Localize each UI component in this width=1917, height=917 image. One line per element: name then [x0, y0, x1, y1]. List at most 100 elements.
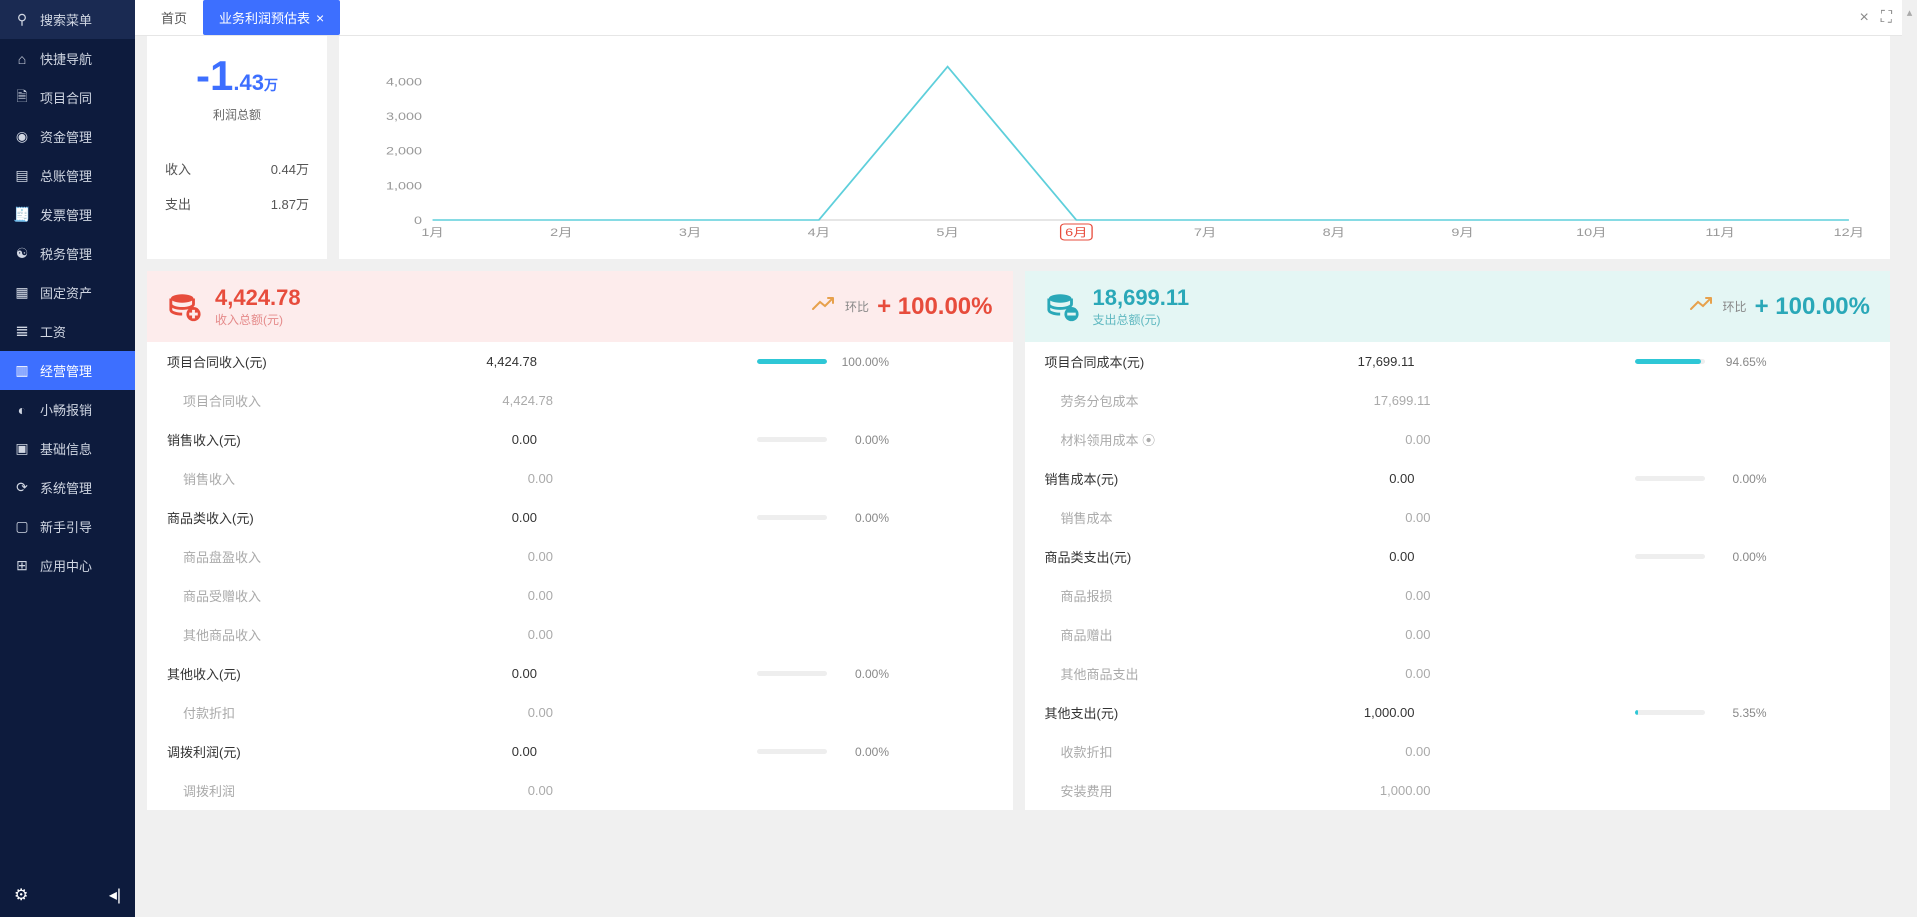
- close-all-icon[interactable]: ×: [1859, 9, 1868, 27]
- data-row: 项目合同成本(元) 17,699.11 94.65%: [1025, 342, 1891, 381]
- data-row: 销售收入(元) 0.00 0.00%: [147, 420, 1013, 459]
- row-pct: 0.00%: [1715, 472, 1767, 486]
- sidebar-item-label: 总账管理: [40, 166, 92, 185]
- sidebar-item-label: 快捷导航: [40, 49, 92, 68]
- money-icon: ◉: [14, 129, 30, 145]
- svg-text:1月: 1月: [421, 226, 443, 239]
- main-area: 首页 业务利润预估表 × × ⛶ -1 .43 万 利润总额: [135, 0, 1902, 917]
- sidebar-item-4[interactable]: ▤ 总账管理: [0, 156, 135, 195]
- data-row: 其他支出(元) 1,000.00 5.35%: [1025, 693, 1891, 732]
- sidebar-item-label: 经营管理: [40, 361, 92, 380]
- svg-text:6月: 6月: [1065, 226, 1087, 239]
- row-pct: 5.35%: [1715, 706, 1767, 720]
- svg-text:12月: 12月: [1834, 226, 1862, 239]
- row-val: 0.00: [417, 510, 537, 525]
- sidebar-item-2[interactable]: 🗎项目合同: [0, 78, 135, 117]
- sidebar-item-label: 新手引导: [40, 517, 92, 536]
- income-icon: [167, 289, 203, 325]
- bar-area: 5.35%: [1415, 706, 1871, 720]
- data-row: 商品报损 0.00: [1025, 576, 1891, 615]
- row-name: 商品盘盈收入: [183, 547, 433, 566]
- row-name: 材料领用成本 ⦿: [1061, 430, 1311, 449]
- sidebar-item-label: 工资: [40, 322, 66, 341]
- data-row: 调拨利润(元) 0.00 0.00%: [147, 732, 1013, 771]
- svg-text:5月: 5月: [936, 226, 958, 239]
- apps-icon: ⊞: [14, 558, 30, 574]
- profit-dec: .43: [233, 70, 264, 96]
- sidebar-item-9[interactable]: ▥经营管理: [0, 351, 135, 390]
- sidebar-item-12[interactable]: ⟳系统管理: [0, 468, 135, 507]
- svg-text:9月: 9月: [1451, 226, 1473, 239]
- row-name: 项目合同收入: [183, 391, 433, 410]
- collapse-icon[interactable]: ◂|: [109, 885, 121, 905]
- row-name: 商品受赠收入: [183, 586, 433, 605]
- row-name: 销售收入(元): [167, 430, 417, 449]
- sidebar-item-6[interactable]: ☯税务管理: [0, 234, 135, 273]
- sidebar-item-7[interactable]: ▦固定资产: [0, 273, 135, 312]
- row-val: 17,699.11: [1295, 354, 1415, 369]
- sidebar-item-13[interactable]: ▢新手引导: [0, 507, 135, 546]
- expense-ratio-val: + 100.00%: [1755, 293, 1870, 321]
- bar-area: 0.00%: [537, 667, 993, 681]
- sidebar-item-5[interactable]: 🧾发票管理: [0, 195, 135, 234]
- profit-label: 利润总额: [165, 106, 309, 123]
- summary-k: 支出: [165, 194, 191, 213]
- sidebar: ⚲搜索菜单⌂快捷导航🗎项目合同◉资金管理 ▤ 总账管理 🧾发票管理☯税务管理▦固定资产…: [0, 0, 135, 917]
- svg-text:10月: 10月: [1576, 226, 1606, 239]
- data-row: 其他商品收入 0.00: [147, 615, 1013, 654]
- reimburse-icon: ◐: [14, 402, 30, 418]
- row-pct: 0.00%: [837, 511, 889, 525]
- sidebar-item-11[interactable]: ▣基础信息: [0, 429, 135, 468]
- row-val: 4,424.78: [433, 393, 553, 408]
- close-icon[interactable]: ×: [316, 10, 324, 26]
- sidebar-item-1[interactable]: ⌂快捷导航: [0, 39, 135, 78]
- bar-area: 0.00%: [537, 745, 993, 759]
- income-panel: 4,424.78 收入总额(元) 环比 + 100.00% 项目合同收入(元) …: [147, 271, 1013, 810]
- sidebar-item-label: 基础信息: [40, 439, 92, 458]
- sidebar-item-label: 固定资产: [40, 283, 92, 302]
- doc-icon: 🗎: [14, 90, 30, 106]
- bar-track: [1635, 476, 1705, 481]
- trend-up-icon: [1689, 295, 1715, 319]
- tabs-bar: 首页 业务利润预估表 × × ⛶: [135, 0, 1902, 36]
- summary-v: 0.44万: [271, 159, 309, 178]
- row-name: 其他商品支出: [1061, 664, 1311, 683]
- salary-icon: 𝌆: [14, 324, 30, 340]
- tab-active[interactable]: 业务利润预估表 ×: [203, 0, 340, 35]
- svg-text:2,000: 2,000: [386, 144, 422, 157]
- sidebar-item-14[interactable]: ⊞应用中心: [0, 546, 135, 585]
- sidebar-item-0[interactable]: ⚲搜索菜单: [0, 0, 135, 39]
- row-pct: 94.65%: [1715, 355, 1767, 369]
- row-val: 0.00: [1311, 666, 1431, 681]
- data-row: 收款折扣 0.00: [1025, 732, 1891, 771]
- sidebar-item-8[interactable]: 𝌆 工资: [0, 312, 135, 351]
- row-name: 付款折扣: [183, 703, 433, 722]
- row-name: 销售收入: [183, 469, 433, 488]
- ledger-icon: ▤: [14, 168, 30, 184]
- bar-area: 100.00%: [537, 355, 993, 369]
- summary-card: -1 .43 万 利润总额 收入0.44万支出1.87万: [147, 36, 327, 259]
- row-val: 0.00: [433, 471, 553, 486]
- settings-icon[interactable]: ⚙: [14, 885, 28, 905]
- svg-text:1,000: 1,000: [386, 179, 422, 192]
- sidebar-item-label: 小畅报销: [40, 400, 92, 419]
- line-chart: 01,0002,0003,0004,0001月2月3月4月5月6月7月8月9月1…: [367, 54, 1862, 244]
- row-pct: 100.00%: [837, 355, 889, 369]
- fullscreen-icon[interactable]: ⛶: [1881, 9, 1892, 27]
- svg-text:4,000: 4,000: [386, 75, 422, 88]
- profit-int: -1: [196, 52, 233, 100]
- sidebar-item-3[interactable]: ◉资金管理: [0, 117, 135, 156]
- bar-area: 0.00%: [537, 511, 993, 525]
- scroll-up-icon[interactable]: ▴: [1907, 6, 1913, 19]
- row-name: 调拨利润: [183, 781, 433, 800]
- data-row: 商品受赠收入 0.00: [147, 576, 1013, 615]
- sidebar-item-10[interactable]: ◐ 小畅报销: [0, 390, 135, 429]
- sidebar-item-label: 系统管理: [40, 478, 92, 497]
- tab-home[interactable]: 首页: [145, 0, 203, 35]
- expense-icon: [1045, 289, 1081, 325]
- bar-track: [757, 749, 827, 754]
- data-row: 销售成本 0.00: [1025, 498, 1891, 537]
- svg-text:7月: 7月: [1194, 226, 1216, 239]
- content: -1 .43 万 利润总额 收入0.44万支出1.87万 01,0002,000…: [135, 36, 1902, 917]
- svg-text:2月: 2月: [550, 226, 572, 239]
